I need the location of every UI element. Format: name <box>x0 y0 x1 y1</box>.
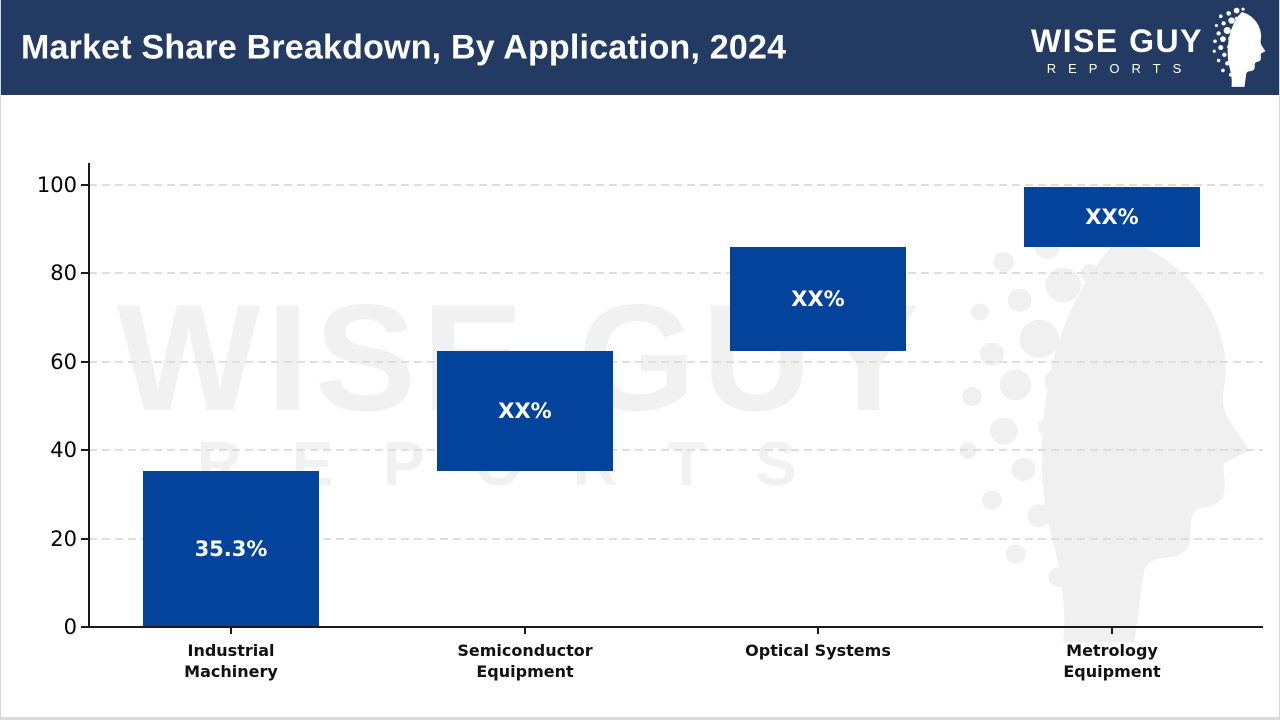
bar-segment: XX% <box>1024 187 1200 248</box>
x-tick-mark <box>817 627 819 634</box>
y-tick-label: 60 <box>50 349 77 374</box>
logo-wordmark: WISE GUY <box>1030 23 1203 59</box>
gridline <box>89 449 1263 452</box>
y-tick-label: 0 <box>63 615 77 639</box>
gridline <box>89 360 1263 363</box>
y-tick-mark <box>81 537 88 540</box>
x-tick-mark <box>230 627 232 634</box>
y-tick-label: 40 <box>50 438 77 463</box>
y-tick-mark <box>81 626 88 628</box>
bar-value-label: XX% <box>498 399 552 424</box>
gridline <box>89 272 1263 275</box>
bar-segment: 35.3% <box>143 470 319 627</box>
y-tick-mark <box>81 272 88 275</box>
y-tick-mark <box>81 449 88 452</box>
y-tick-label: 80 <box>50 261 77 286</box>
chart-title: Market Share Breakdown, By Application, … <box>21 28 787 66</box>
bar-segment: XX% <box>437 351 613 471</box>
x-category-label: Industrial Machinery <box>184 641 278 681</box>
wiseguy-logo: WISE GUY REPORTS <box>1021 0 1271 95</box>
y-tick-label: 20 <box>50 526 77 551</box>
bar-value-label: 35.3% <box>194 536 268 561</box>
header: Market Share Breakdown, By Application, … <box>1 0 1279 95</box>
y-tick-mark <box>81 184 88 186</box>
x-category-label: Semiconductor Equipment <box>457 641 593 681</box>
wiseguy-head-icon <box>1212 7 1266 87</box>
x-category-label: Optical Systems <box>745 641 891 660</box>
y-tick-label: 100 <box>36 173 77 197</box>
gridline <box>89 184 1263 186</box>
logo-subtitle: REPORTS <box>1046 61 1194 76</box>
y-tick-mark <box>81 360 88 363</box>
x-axis-line <box>88 626 1263 628</box>
x-tick-mark <box>524 627 526 634</box>
x-tick-mark <box>1111 627 1113 634</box>
gridline <box>89 537 1263 540</box>
bar-value-label: XX% <box>1085 205 1139 230</box>
x-category-label: Metrology Equipment <box>1063 641 1161 681</box>
bar-segment: XX% <box>730 247 906 352</box>
bar-value-label: XX% <box>791 287 845 312</box>
y-axis-line <box>88 163 90 628</box>
